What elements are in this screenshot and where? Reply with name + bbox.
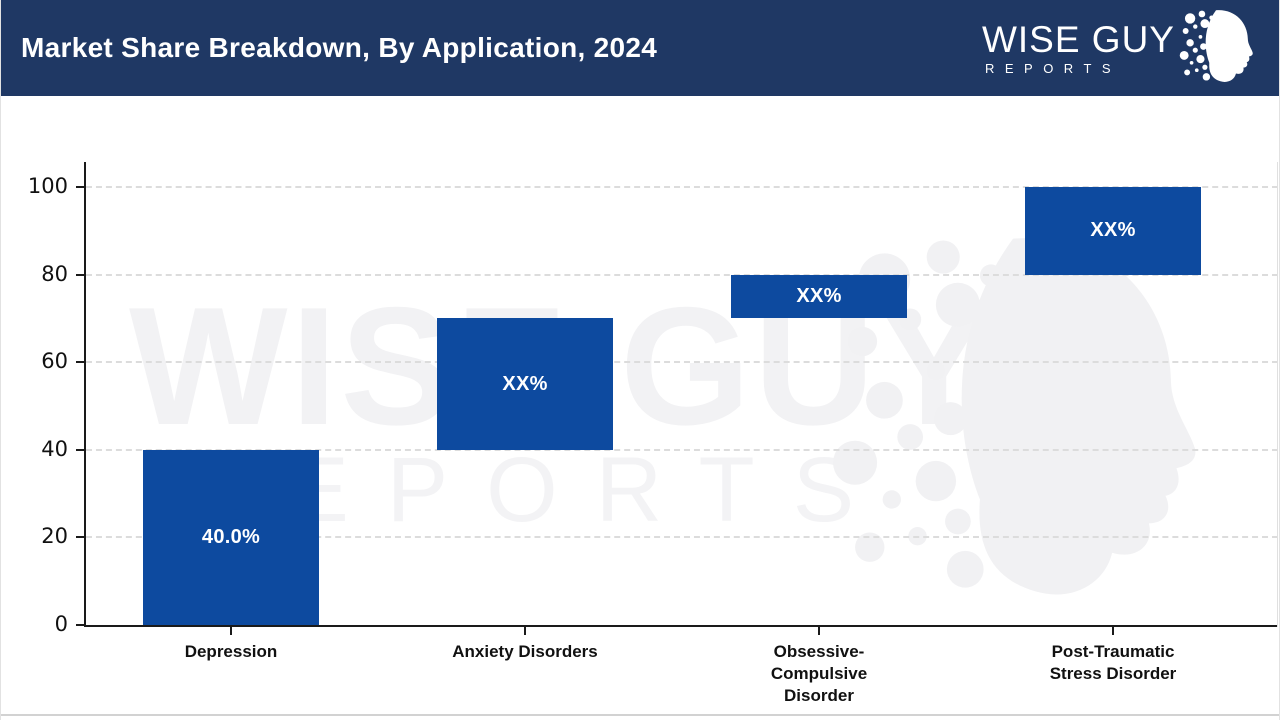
x-tickmark-0 [230, 627, 232, 635]
bar-value-label: 40.0% [201, 525, 261, 548]
plot: 0 20 40 60 80 100 40.0% XX% XX% XX% Depression Anxi… [1, 96, 1279, 714]
x-category-label-line: Anxiety Disorders [452, 642, 598, 661]
logo-wordmark-sub: REPORTS [984, 60, 1122, 76]
right-spine [1277, 162, 1278, 627]
y-tick-label-20: 20 [41, 524, 68, 549]
bar-value-label: XX% [502, 372, 548, 395]
x-tickmark-1 [524, 627, 526, 635]
x-category-label-line: Compulsive [770, 664, 868, 683]
y-tick-label-40: 40 [41, 436, 68, 461]
bar-value-label: XX% [1090, 219, 1136, 242]
page-title: Market Share Breakdown, By Application, … [21, 32, 658, 63]
x-category-label-line: Disorder [784, 686, 854, 705]
x-category-label-line: Post-Traumatic [1051, 642, 1175, 661]
x-category-label: Post-Traumatic Stress Disorder [973, 641, 1253, 685]
gridline-80 [86, 273, 1278, 276]
bar-value-label: XX% [796, 284, 842, 307]
y-tick-label-0: 0 [54, 612, 68, 636]
x-category-label: Anxiety Disorders [385, 641, 665, 663]
y-tick-label-80: 80 [41, 261, 68, 286]
bar-obsessive-compulsive-disorder: XX% [731, 274, 907, 319]
header: Market Share Breakdown, By Application, … [1, 0, 1279, 96]
x-category-label: Depression [91, 641, 371, 663]
y-tickmark-0 [76, 624, 84, 626]
logo-wordmark-main: WISE GUY [981, 18, 1175, 60]
x-tickmark-2 [818, 627, 820, 635]
x-category-label: Obsessive- Compulsive Disorder [679, 641, 959, 707]
y-tickmark-40 [76, 448, 84, 451]
bar-post-traumatic-stress-disorder: XX% [1025, 187, 1201, 275]
logo-dot-head-icon [1179, 10, 1253, 82]
bar-anxiety-disorders: XX% [437, 318, 613, 450]
gridline-100 [86, 186, 1278, 188]
gridline-20 [86, 536, 1278, 539]
gridline-40 [86, 448, 1278, 451]
x-category-label-line: Stress Disorder [1049, 664, 1177, 683]
logo-wordmark: WISE GUY REPORTS [982, 21, 1175, 76]
gridline-60 [86, 361, 1278, 364]
x-axis-spine [84, 625, 1278, 627]
y-tick-label-60: 60 [41, 349, 68, 374]
y-tick-label-100: 100 [27, 174, 68, 198]
chart-area: WISE GUY REPORTS 0 20 40 60 80 100 40.0% XX% XX%… [1, 96, 1279, 716]
y-tickmark-60 [76, 361, 84, 364]
x-category-label-line: Obsessive- [773, 642, 865, 661]
bar-depression: 40.0% [143, 449, 319, 625]
wiseguy-logo: WISE GUY REPORTS [982, 7, 1253, 89]
x-category-label-line: Depression [184, 642, 278, 661]
y-tickmark-20 [76, 536, 84, 539]
x-tickmark-3 [1112, 627, 1114, 635]
y-tickmark-80 [76, 273, 84, 276]
y-axis-spine [84, 162, 86, 627]
y-tickmark-100 [76, 186, 84, 188]
